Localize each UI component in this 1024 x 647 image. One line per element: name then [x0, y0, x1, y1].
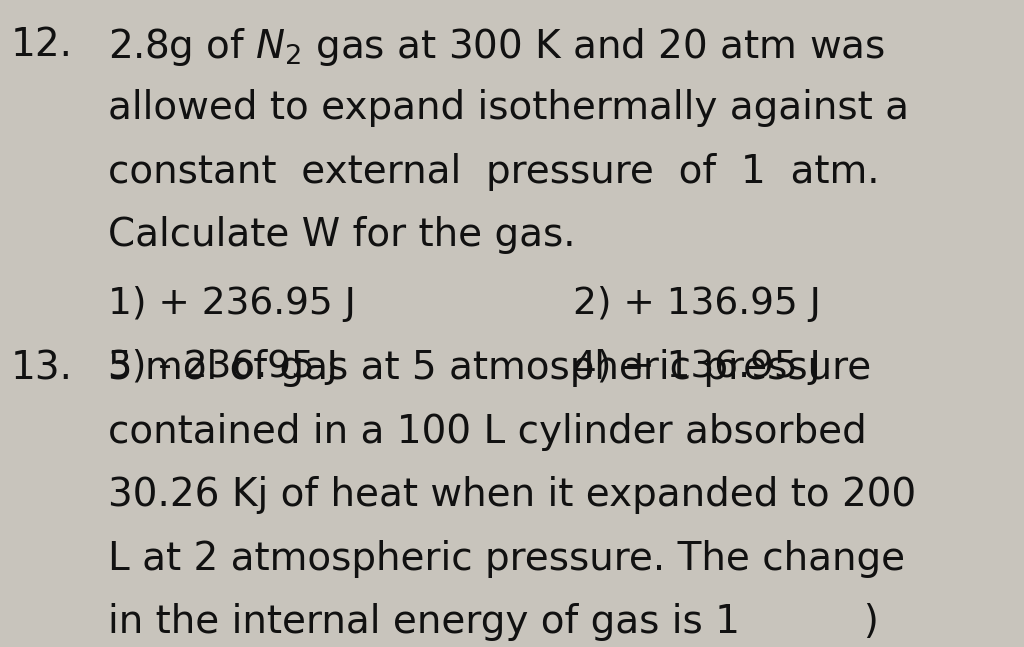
Text: constant  external  pressure  of  1  atm.: constant external pressure of 1 atm.: [108, 153, 880, 191]
Text: 4) + 136.95 J: 4) + 136.95 J: [573, 349, 821, 385]
Text: L at 2 atmospheric pressure. The change: L at 2 atmospheric pressure. The change: [108, 540, 904, 578]
Text: 2.8g of $N_2$ gas at 300 K and 20 atm was: 2.8g of $N_2$ gas at 300 K and 20 atm wa…: [108, 26, 885, 68]
Text: 2) + 136.95 J: 2) + 136.95 J: [573, 286, 821, 322]
Text: 3) - 236.95 J: 3) - 236.95 J: [108, 349, 337, 385]
Text: 1) + 236.95 J: 1) + 236.95 J: [108, 286, 355, 322]
Text: 30.26 Kj of heat when it expanded to 200: 30.26 Kj of heat when it expanded to 200: [108, 476, 915, 514]
Text: 12.: 12.: [10, 26, 73, 64]
Text: 5 mol of gas at 5 atmospheric pressure: 5 mol of gas at 5 atmospheric pressure: [108, 349, 870, 388]
Text: in the internal energy of gas is 1          ): in the internal energy of gas is 1 ): [108, 603, 879, 641]
Text: allowed to expand isothermally against a: allowed to expand isothermally against a: [108, 89, 908, 127]
Text: 13.: 13.: [10, 349, 73, 388]
Text: Calculate W for the gas.: Calculate W for the gas.: [108, 216, 575, 254]
Text: contained in a 100 L cylinder absorbed: contained in a 100 L cylinder absorbed: [108, 413, 866, 451]
